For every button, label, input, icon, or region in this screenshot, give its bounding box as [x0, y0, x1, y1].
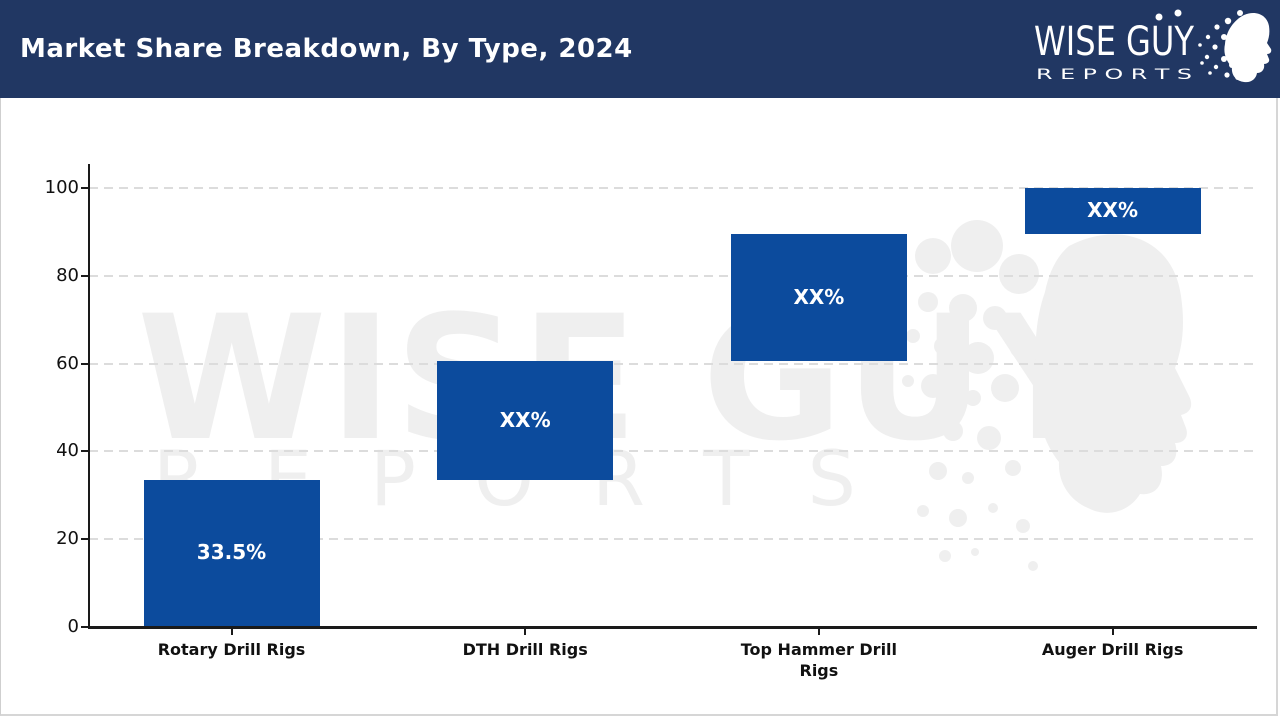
- page-title: Market Share Breakdown, By Type, 2024: [20, 34, 633, 64]
- x-axis-tick: [524, 629, 527, 635]
- x-tick-label: Auger Drill Rigs: [1041, 640, 1184, 659]
- x-tick-label: Rotary Drill Rigs: [157, 640, 306, 659]
- y-tick-label: 80: [56, 264, 79, 286]
- x-axis-tick: [817, 629, 820, 635]
- x-tick-label: Top Hammer Drill Rigs: [740, 640, 898, 680]
- y-axis-tick: [81, 450, 89, 453]
- y-tick-label: 20: [56, 528, 79, 550]
- watermark-primary-text: WISE GUY: [137, 278, 1114, 479]
- plot-region: 0 20 40 60 80 100 33.5% Rotary Drill Rigs XX% DTH…: [1, 98, 1276, 714]
- y-tick-label: 60: [56, 352, 79, 374]
- gridline: [89, 450, 1257, 453]
- bar: [730, 234, 907, 362]
- y-tick-label: 40: [56, 440, 79, 462]
- y-axis-tick: [81, 626, 89, 628]
- y-tick-label: 100: [44, 177, 79, 198]
- x-axis-line: [88, 626, 1257, 629]
- gridline: [89, 274, 1257, 277]
- y-axis-tick: [81, 362, 89, 365]
- gridline: [89, 538, 1257, 541]
- bar: [143, 479, 320, 627]
- y-axis-tick: [81, 187, 89, 189]
- logo-face-profile-icon: [1224, 13, 1272, 83]
- wise-guy-reports-logo: WISE GUY R E P O R T S: [1034, 9, 1272, 83]
- gridline: [89, 187, 1257, 189]
- y-axis-tick: [81, 274, 89, 277]
- bar-value-label: XX%: [1087, 198, 1139, 223]
- x-tick-label: DTH Drill Rigs: [462, 640, 588, 659]
- logo-secondary-text: R E P O R T S: [1036, 67, 1192, 83]
- bar-value-label: XX%: [499, 407, 551, 432]
- logo-primary-text: WISE GUY: [1034, 19, 1194, 65]
- bar-value-label: 33.5%: [196, 540, 267, 565]
- bar-value-label: XX%: [793, 284, 845, 309]
- watermark-face-icon: [902, 220, 1192, 571]
- header: Market Share Breakdown, By Type, 2024 WI…: [0, 0, 1280, 98]
- y-axis-tick: [81, 538, 89, 541]
- chart-area: WISE GUY R E P O R T S 02040608010033.5%…: [0, 98, 1278, 716]
- y-tick-label: 0: [67, 616, 79, 637]
- y-axis-line: [88, 164, 90, 628]
- x-axis-tick: [230, 629, 233, 635]
- bar: [1024, 188, 1201, 235]
- gridline: [89, 362, 1257, 365]
- watermark-face-profile: [1035, 234, 1192, 513]
- x-axis-tick: [1111, 629, 1114, 635]
- bar: [437, 361, 614, 480]
